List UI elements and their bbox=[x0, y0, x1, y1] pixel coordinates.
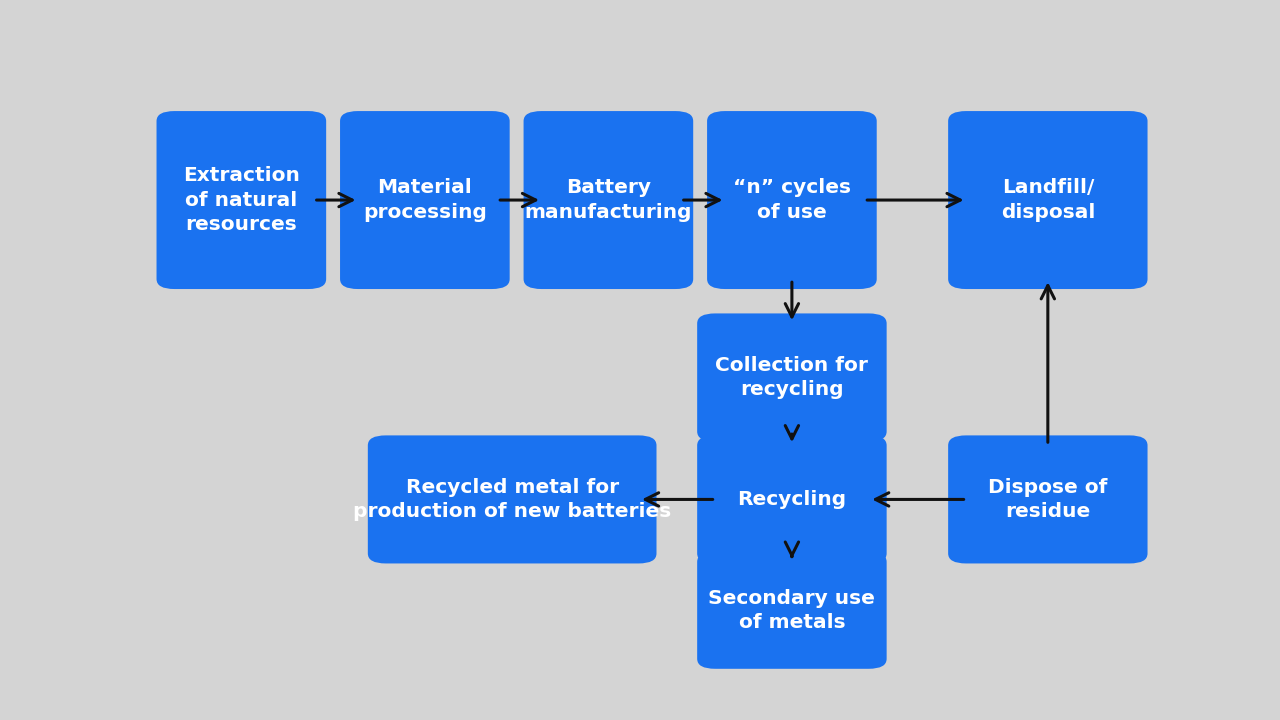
FancyBboxPatch shape bbox=[156, 111, 326, 289]
Text: Collection for
recycling: Collection for recycling bbox=[716, 356, 868, 399]
FancyBboxPatch shape bbox=[367, 436, 657, 564]
Text: Dispose of
residue: Dispose of residue bbox=[988, 478, 1107, 521]
Text: “n” cycles
of use: “n” cycles of use bbox=[733, 179, 851, 222]
FancyBboxPatch shape bbox=[707, 111, 877, 289]
FancyBboxPatch shape bbox=[948, 436, 1148, 564]
Text: Battery
manufacturing: Battery manufacturing bbox=[525, 179, 692, 222]
FancyBboxPatch shape bbox=[524, 111, 694, 289]
Text: Recycled metal for
production of new batteries: Recycled metal for production of new bat… bbox=[353, 478, 671, 521]
FancyBboxPatch shape bbox=[698, 436, 887, 564]
FancyBboxPatch shape bbox=[948, 111, 1148, 289]
FancyBboxPatch shape bbox=[698, 552, 887, 669]
FancyBboxPatch shape bbox=[698, 313, 887, 441]
Text: Landfill/
disposal: Landfill/ disposal bbox=[1001, 179, 1094, 222]
Text: Secondary use
of metals: Secondary use of metals bbox=[708, 589, 876, 632]
FancyBboxPatch shape bbox=[340, 111, 509, 289]
Text: Recycling: Recycling bbox=[737, 490, 846, 509]
Text: Material
processing: Material processing bbox=[364, 179, 486, 222]
Text: Extraction
of natural
resources: Extraction of natural resources bbox=[183, 166, 300, 234]
